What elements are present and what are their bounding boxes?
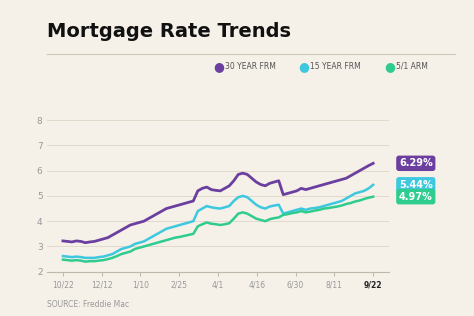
Text: 4.97%: 4.97% [399,192,433,202]
Text: 5.44%: 5.44% [399,180,433,190]
Text: 15 YEAR FRM: 15 YEAR FRM [310,62,361,71]
Text: 6.29%: 6.29% [399,158,433,168]
Text: 5/1 ARM: 5/1 ARM [396,62,428,71]
Text: Mortgage Rate Trends: Mortgage Rate Trends [47,22,292,41]
Text: 30 YEAR FRM: 30 YEAR FRM [225,62,276,71]
Text: ●: ● [299,60,310,73]
Text: ●: ● [213,60,224,73]
Text: ●: ● [384,60,395,73]
Text: SOURCE: Freddie Mac: SOURCE: Freddie Mac [47,300,129,308]
